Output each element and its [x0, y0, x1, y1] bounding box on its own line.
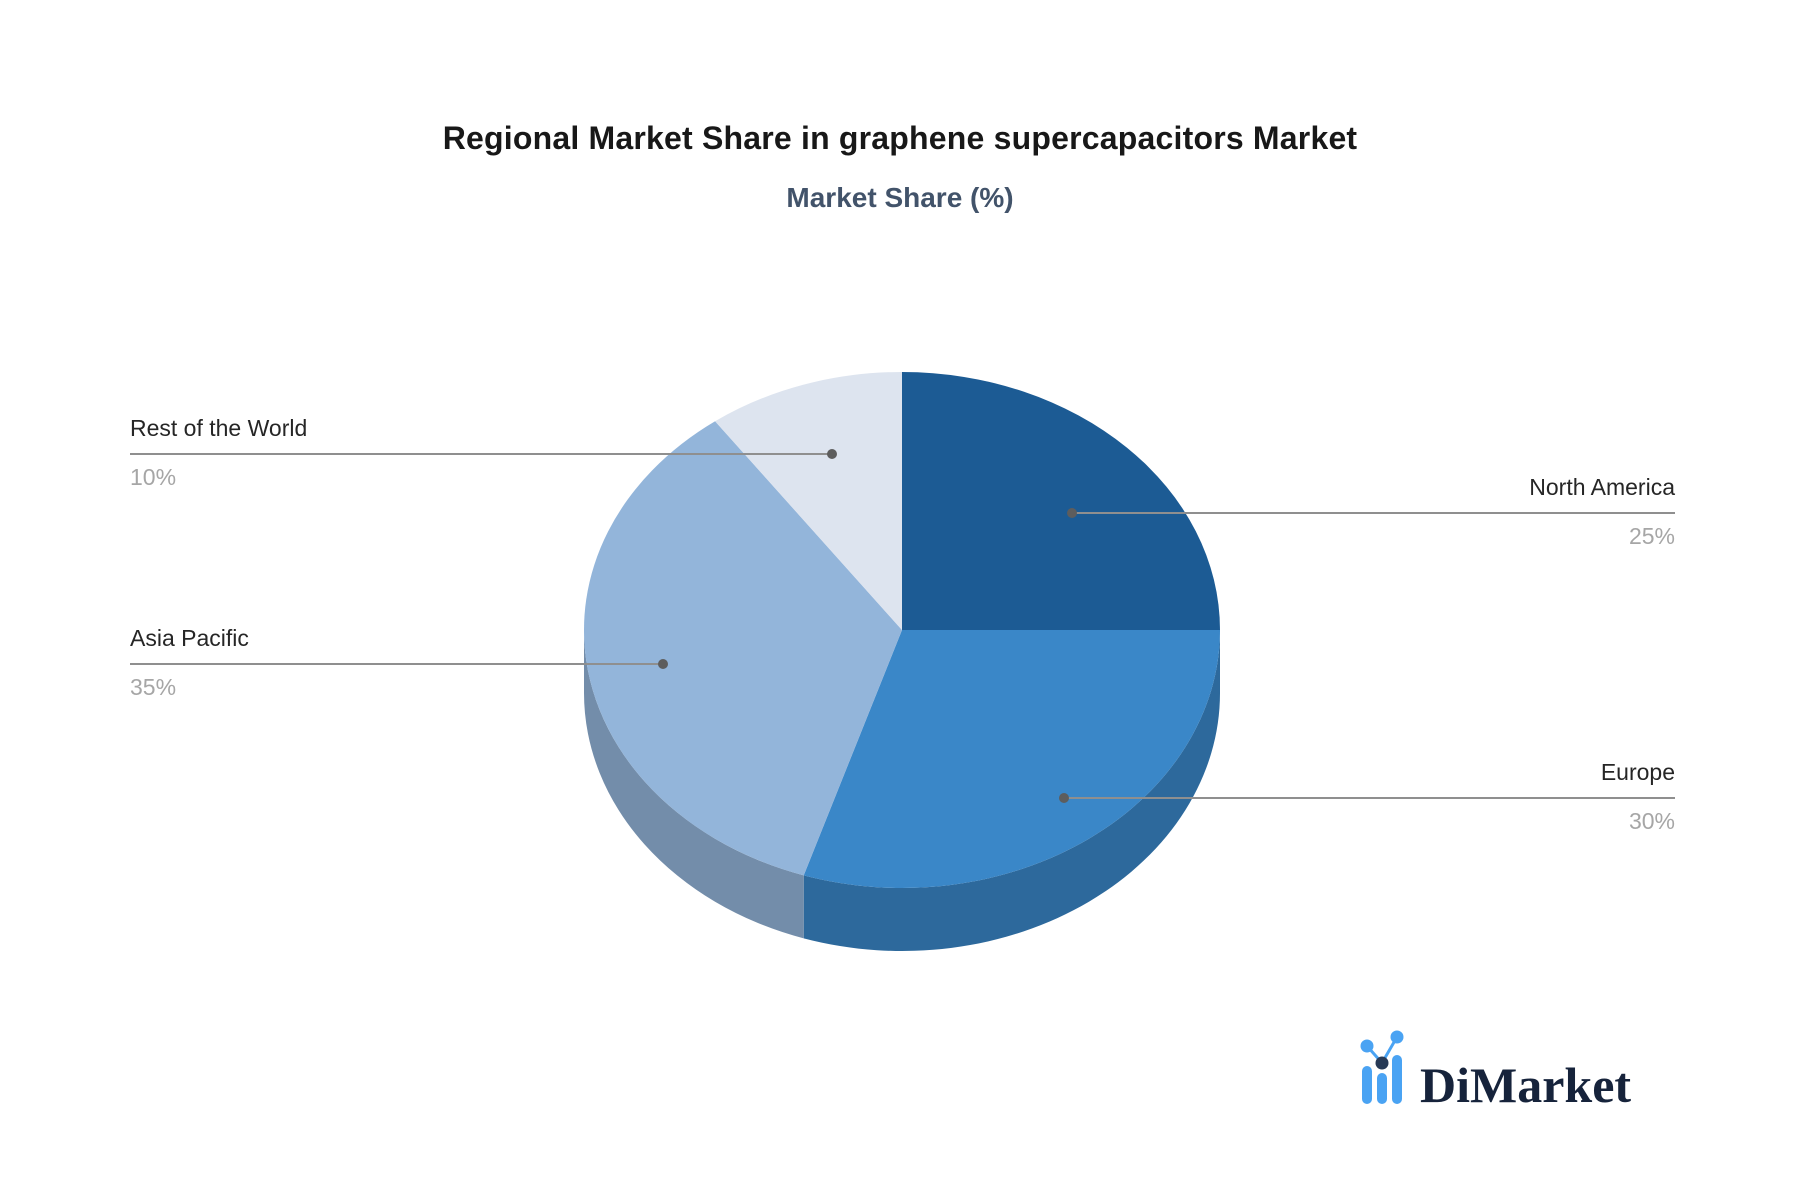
callout-value: 35% — [130, 674, 177, 700]
callout-value: 25% — [1628, 523, 1675, 549]
callout-label: Asia Pacific — [130, 625, 663, 665]
brand-logo: DiMarket — [1360, 1030, 1631, 1110]
brand-name: DiMarket — [1420, 1057, 1632, 1113]
pie-slice-side-asia-pacific — [584, 630, 804, 939]
pie-slice-north-america — [902, 372, 1220, 630]
callout-label: Europe — [1064, 759, 1675, 799]
leader-dot — [1059, 793, 1069, 803]
pie-slice-asia-pacific — [584, 421, 902, 876]
chart-subtitle: Market Share (%) — [786, 182, 1014, 213]
callout-value: 30% — [1628, 808, 1675, 834]
leader-dot — [827, 449, 837, 459]
callout-north-america: North America 25% — [1067, 474, 1675, 550]
chart-title: Regional Market Share in graphene superc… — [442, 120, 1358, 156]
pie-slice-europe — [803, 630, 1220, 888]
leader-dot — [1067, 508, 1077, 518]
pie-slice-side-europe — [803, 630, 1220, 952]
callout-asia-pacific: Asia Pacific 35% — [130, 625, 668, 701]
pie-slice-rest-of-the-world — [715, 372, 902, 630]
callout-europe: Europe 30% — [1059, 759, 1675, 835]
callout-rest-of-the-world: Rest of the World 10% — [130, 415, 837, 491]
callout-label: North America — [1072, 474, 1675, 514]
leader-dot — [658, 659, 668, 669]
callout-label: Rest of the World — [130, 415, 832, 455]
callout-value: 10% — [130, 464, 177, 490]
bar-chart-trend-icon — [1360, 1030, 1404, 1104]
